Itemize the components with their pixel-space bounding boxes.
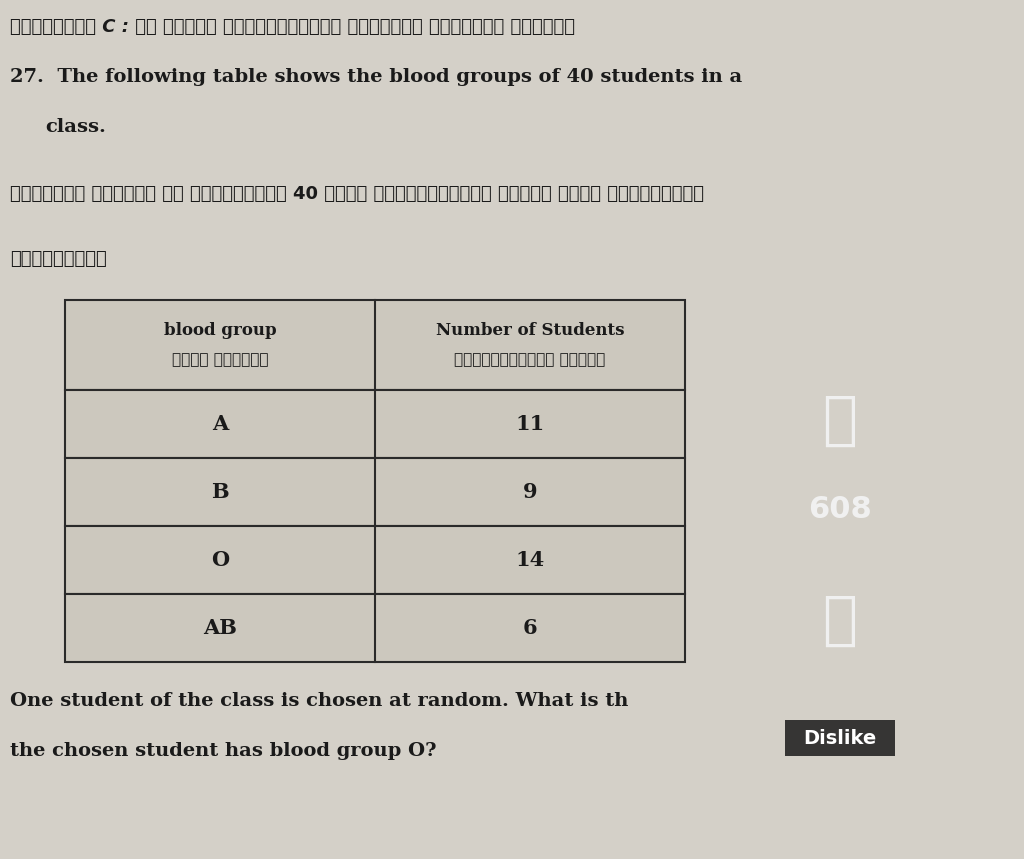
Text: నిజాంక్ష C : ని జవాబు వ్రాయడానికి క్రింది సూచనలను చదవండి: నిజాంక్ష C : ని జవాబు వ్రాయడానికి క్రింద… [10,18,575,36]
Text: 11: 11 [515,414,545,434]
Text: 👎: 👎 [822,592,857,649]
Text: AB: AB [203,618,237,638]
Text: Dislike: Dislike [804,728,877,747]
Text: రక్త గ్రూపు: రక్త గ్రూపు [172,352,268,367]
Text: B: B [211,482,228,502]
Text: క్రింది పట్టిక ఒక తరగతిలోని 40 మంది విద్యార్థుల యొక్క రక్త గ్రూపులను: క్రింది పట్టిక ఒక తరగతిలోని 40 మంది విద్… [10,185,705,203]
Text: చూపుతుంది: చూపుతుంది [10,250,106,268]
Text: A: A [212,414,228,434]
Bar [785,720,895,756]
Text: One student of the class is chosen at random. What is th: One student of the class is chosen at ra… [10,692,629,710]
Text: 9: 9 [522,482,538,502]
Bar [65,594,685,662]
Text: 27.  The following table shows the blood groups of 40 students in a: 27. The following table shows the blood … [10,68,742,86]
Text: 👍: 👍 [822,392,857,448]
Text: O: O [211,550,229,570]
Text: the chosen student has blood group O?: the chosen student has blood group O? [10,742,436,760]
Bar [65,390,685,458]
Text: Number of Students: Number of Students [436,322,625,339]
Text: 608: 608 [808,496,871,525]
Bar [65,300,685,390]
Text: 14: 14 [515,550,545,570]
Text: 6: 6 [522,618,538,638]
Text: విద్యార్థుల సంఖ్య: విద్యార్థుల సంఖ్య [455,352,605,367]
Text: class.: class. [45,118,105,136]
Bar [65,458,685,526]
Text: blood group: blood group [164,322,276,339]
Bar [65,526,685,594]
